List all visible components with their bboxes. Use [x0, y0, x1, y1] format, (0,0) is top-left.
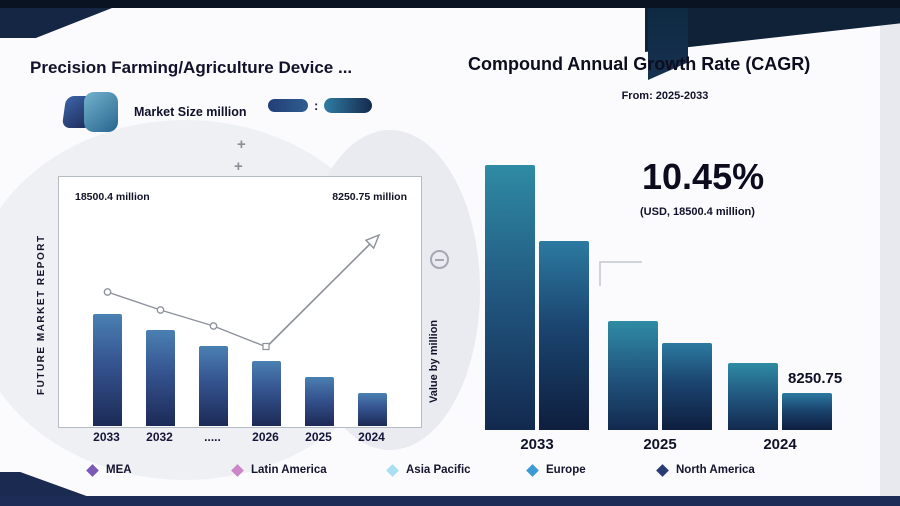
bar-..... [199, 345, 228, 426]
x-label-2025: 2025 [643, 436, 677, 453]
legend-diamond-icon [656, 463, 669, 477]
market-size-label: Market Size million [134, 105, 247, 119]
bar-2033-series-1 [485, 165, 535, 430]
market-size-legend: Market Size million [61, 92, 247, 132]
market-size-icon [61, 92, 120, 132]
bar-2024-series-1 [728, 362, 778, 430]
cagr-bars [470, 165, 870, 430]
icon-shape-teal [84, 92, 118, 132]
region-legend: MEA Latin America Asia Pacific Europe North … [0, 463, 900, 488]
market-size-bars [59, 177, 421, 427]
ratio-separator: : [314, 98, 319, 113]
legend-item-asia-pacific: Asia Pacific [386, 463, 471, 477]
legend-label: Europe [546, 464, 586, 476]
bar-2024-series-2 [782, 392, 832, 430]
legend-diamond-icon [231, 463, 244, 477]
bar-2025-series-1 [608, 321, 658, 430]
plus-decoration: + [234, 158, 243, 175]
bar-2032 [146, 329, 175, 426]
legend-label: Latin America [251, 464, 327, 476]
bar-2025 [305, 377, 334, 426]
watermark-text: FUTURE MARKET REPORT [36, 234, 47, 396]
ratio-pill-teal [324, 98, 373, 113]
bar-2024 [358, 393, 387, 426]
legend-label: MEA [106, 464, 132, 476]
x-label-2032: 2032 [146, 430, 173, 444]
legend-diamond-icon [386, 463, 399, 477]
legend-diamond-icon [526, 463, 539, 477]
right-edge-panel [880, 0, 900, 506]
cagr-subtitle: From: 2025-2033 [621, 90, 709, 102]
bar-2033 [93, 314, 122, 426]
top-left-ribbon [0, 8, 112, 38]
cagr-title: Compound Annual Growth Rate (CAGR) [468, 54, 811, 74]
x-label-2033: 2033 [93, 430, 120, 444]
x-label-2025: 2025 [305, 430, 332, 444]
x-label-.....: ..... [204, 430, 221, 444]
legend-item-latin-america: Latin America [231, 463, 327, 477]
top-border-strip [0, 0, 900, 8]
cagr-x-axis: 2033 2025 2024 [470, 436, 870, 456]
step-bracket-decoration [599, 261, 642, 286]
report-title: Precision Farming/Agriculture Device ... [30, 58, 353, 77]
y-axis-label: Value by million [428, 319, 440, 403]
bottom-border-strip [0, 496, 900, 506]
start-value-annotation: 18500.4 million [75, 191, 150, 203]
market-size-chart: 18500.4 million 8250.75 million [58, 176, 422, 428]
legend-item-mea: MEA [86, 463, 132, 477]
cagr-note: (USD, 18500.4 million) [640, 206, 755, 218]
plus-decoration: + [237, 136, 246, 153]
x-label-2033: 2033 [520, 436, 554, 453]
x-label-2026: 2026 [252, 430, 279, 444]
bar-2026 [252, 361, 281, 426]
minus-circle-icon [430, 250, 449, 269]
x-label-2024: 2024 [763, 436, 797, 453]
market-size-x-axis: 2033 2032..... 2026 2025 2024 [58, 430, 420, 448]
value-callout-2024: 8250.75 [788, 370, 843, 387]
legend-diamond-icon [86, 463, 99, 477]
legend-label: Asia Pacific [406, 464, 471, 476]
legend-item-north-america: North America [656, 463, 755, 477]
bar-2033-series-2 [539, 240, 589, 430]
legend-label: North America [676, 464, 755, 476]
cagr-value: 10.45% [642, 156, 765, 197]
bar-2025-series-2 [662, 342, 712, 430]
ratio-pill-dark [268, 99, 308, 112]
end-value-annotation: 8250.75 million [332, 191, 407, 203]
x-label-2024: 2024 [358, 430, 385, 444]
legend-item-europe: Europe [526, 463, 586, 477]
ratio-icon: : [268, 98, 373, 113]
